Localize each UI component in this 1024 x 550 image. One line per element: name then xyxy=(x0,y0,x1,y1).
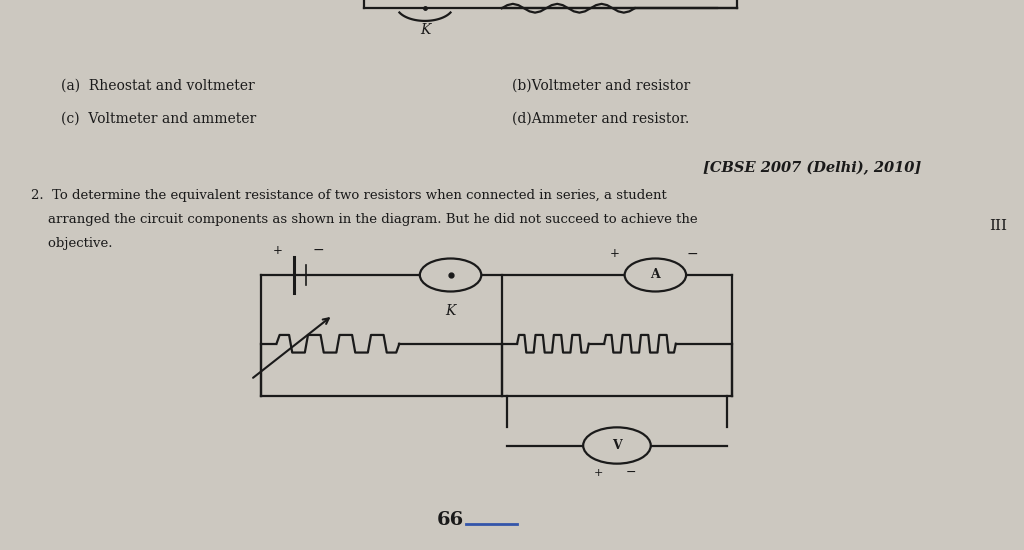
Text: arranged the circuit components as shown in the diagram. But he did not succeed : arranged the circuit components as shown… xyxy=(31,213,697,227)
Text: A: A xyxy=(650,268,660,282)
Circle shape xyxy=(584,427,651,464)
Text: +: + xyxy=(594,468,603,478)
Text: objective.: objective. xyxy=(31,236,113,250)
Text: 66: 66 xyxy=(437,511,464,529)
Text: (b)Voltmeter and resistor: (b)Voltmeter and resistor xyxy=(512,78,690,92)
Text: V: V xyxy=(612,439,622,452)
Text: (d)Ammeter and resistor.: (d)Ammeter and resistor. xyxy=(512,111,689,125)
Text: (a)  Rheostat and voltmeter: (a) Rheostat and voltmeter xyxy=(61,78,255,92)
Circle shape xyxy=(625,258,686,292)
Text: K: K xyxy=(420,23,430,37)
Text: −: − xyxy=(312,243,325,257)
Text: 2.  To determine the equivalent resistance of two resistors when connected in se: 2. To determine the equivalent resistanc… xyxy=(31,189,667,202)
Text: −: − xyxy=(626,466,637,478)
Circle shape xyxy=(420,258,481,292)
Text: +: + xyxy=(272,244,283,257)
Text: (c)  Voltmeter and ammeter: (c) Voltmeter and ammeter xyxy=(61,111,257,125)
Text: −: − xyxy=(686,246,698,260)
Text: +: + xyxy=(609,248,620,260)
Text: [CBSE 2007 (Delhi), 2010]: [CBSE 2007 (Delhi), 2010] xyxy=(703,161,922,175)
Text: III: III xyxy=(989,218,1008,233)
Text: K: K xyxy=(445,304,456,317)
